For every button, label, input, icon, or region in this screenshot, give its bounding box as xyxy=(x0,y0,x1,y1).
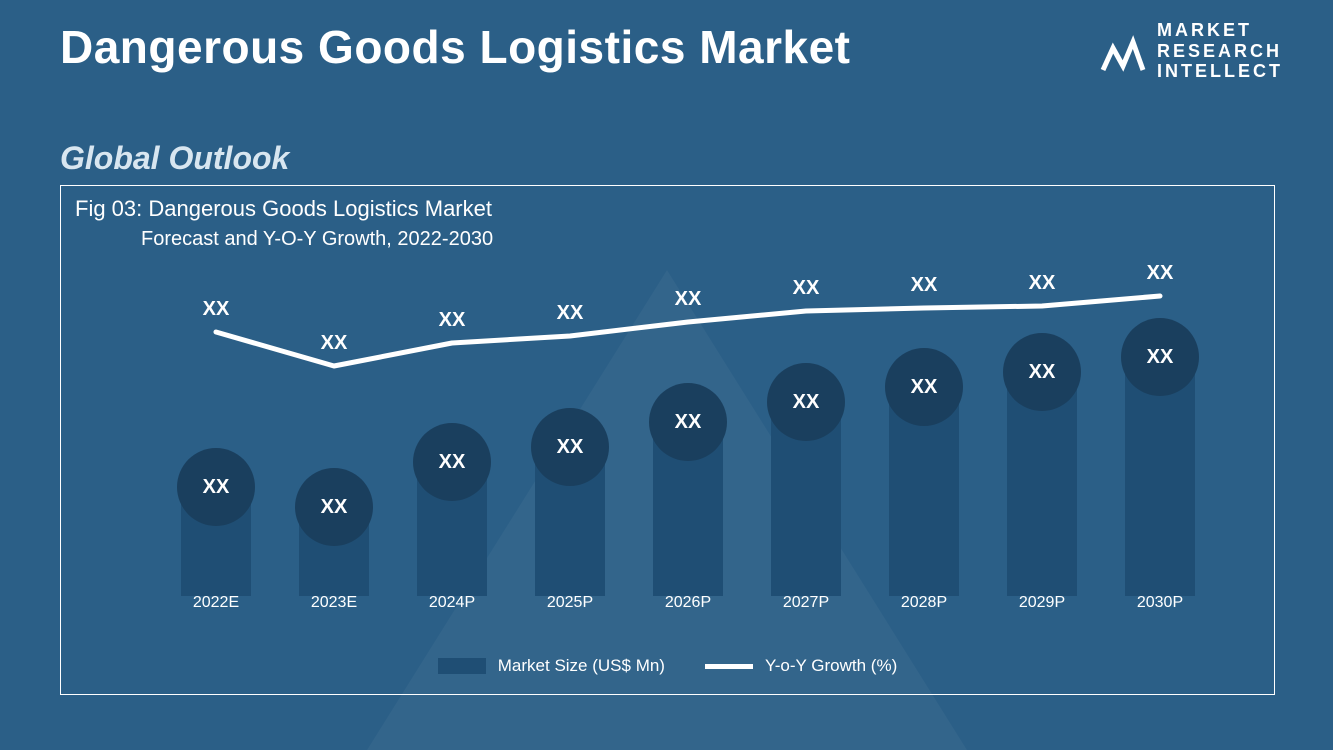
bar-value-circle: XX xyxy=(649,383,727,461)
bar-column: XX xyxy=(181,486,251,596)
fig-title: Fig 03: Dangerous Goods Logistics Market xyxy=(75,196,492,222)
page-title: Dangerous Goods Logistics Market xyxy=(60,20,850,74)
x-tick-label: 2026P xyxy=(638,594,738,612)
legend-bar-label: Market Size (US$ Mn) xyxy=(498,656,665,676)
line-value-label: XX xyxy=(771,277,841,300)
bar-value-circle: XX xyxy=(1121,318,1199,396)
line-value-label: XX xyxy=(181,298,251,321)
logo-line3: INTELLECT xyxy=(1157,61,1283,82)
bar-value-circle: XX xyxy=(885,348,963,426)
x-axis: 2022E2023E2024P2025P2026P2027P2028P2029P… xyxy=(181,589,1241,619)
bar-column: XX xyxy=(771,401,841,596)
x-tick-label: 2029P xyxy=(992,594,1092,612)
line-value-label: XX xyxy=(653,288,723,311)
bar-column: XX xyxy=(417,461,487,596)
legend-bar-item: Market Size (US$ Mn) xyxy=(438,656,665,676)
bar-value-circle: XX xyxy=(413,423,491,501)
bar-column: XX xyxy=(1007,371,1077,596)
chart-frame: Fig 03: Dangerous Goods Logistics Market… xyxy=(60,185,1275,695)
legend-bar-swatch xyxy=(438,658,486,674)
bar-value-circle: XX xyxy=(295,468,373,546)
fig-subtitle: Forecast and Y-O-Y Growth, 2022-2030 xyxy=(141,228,493,251)
x-tick-label: 2023E xyxy=(284,594,384,612)
legend-line-label: Y-o-Y Growth (%) xyxy=(765,656,897,676)
x-tick-label: 2024P xyxy=(402,594,502,612)
logo-line1: MARKET xyxy=(1157,20,1283,41)
bar-value-circle: XX xyxy=(767,363,845,441)
x-tick-label: 2022E xyxy=(166,594,266,612)
logo: MARKET RESEARCH INTELLECT xyxy=(1099,20,1283,82)
logo-line2: RESEARCH xyxy=(1157,41,1283,62)
bar-column: XX xyxy=(653,421,723,596)
logo-text: MARKET RESEARCH INTELLECT xyxy=(1157,20,1283,82)
legend: Market Size (US$ Mn) Y-o-Y Growth (%) xyxy=(61,656,1274,676)
line-value-label: XX xyxy=(889,274,959,297)
line-value-label: XX xyxy=(535,302,605,325)
legend-line-swatch xyxy=(705,664,753,669)
bar-value-circle: XX xyxy=(531,408,609,486)
bar-value-circle: XX xyxy=(1003,333,1081,411)
x-tick-label: 2027P xyxy=(756,594,856,612)
line-value-label: XX xyxy=(299,332,369,355)
bar-column: XX xyxy=(889,386,959,596)
subtitle: Global Outlook xyxy=(60,140,289,177)
bar-column: XX xyxy=(535,446,605,596)
bar-value-circle: XX xyxy=(177,448,255,526)
legend-line-item: Y-o-Y Growth (%) xyxy=(705,656,897,676)
plot-area: XXXXXXXXXXXXXXXXXXXXXXXXXXXXXXXXXXXX xyxy=(181,266,1241,596)
x-tick-label: 2025P xyxy=(520,594,620,612)
line-value-label: XX xyxy=(417,309,487,332)
bar-column: XX xyxy=(299,506,369,596)
x-tick-label: 2028P xyxy=(874,594,974,612)
x-tick-label: 2030P xyxy=(1110,594,1210,612)
line-value-label: XX xyxy=(1007,272,1077,295)
bar-column: XX xyxy=(1125,356,1195,596)
logo-mark-icon xyxy=(1099,26,1147,76)
line-value-label: XX xyxy=(1125,262,1195,285)
